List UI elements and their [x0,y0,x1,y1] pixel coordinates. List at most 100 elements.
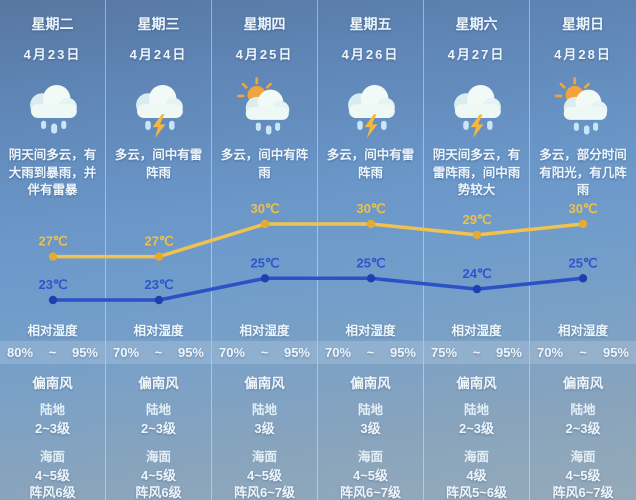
humidity-range: 70% ~ 95% [530,340,636,365]
sea-wind-level: 4~5级 [565,468,601,484]
gust-level: 阵风5~6级 [445,485,508,500]
humidity-min: 75% [431,344,458,360]
date-label: 4月25日 [235,47,294,63]
chart-zone [424,202,529,319]
land-wind-level: 2~3级 [458,421,495,437]
day-column-thu: 星期四 4月25日 多云，间中有阵雨 相对湿度 70% ~ 95% 偏南风 陆地… [212,0,318,500]
day-name: 星期四 [243,15,286,32]
sea-label: 海面 [39,450,65,465]
sea-label: 海面 [570,450,596,465]
sea-wind-level: 4~5级 [34,468,71,484]
rain-cloud-icon [20,69,86,145]
land-label: 陆地 [39,403,65,418]
humidity-min: 70% [325,344,352,360]
gust-level: 阵风6级 [135,485,182,500]
humidity-min: 80% [7,344,34,360]
chart-zone [0,202,105,319]
sea-label: 海面 [251,450,277,465]
land-label: 陆地 [570,403,596,418]
wind-section: 偏南风 陆地 2~3级 海面 4~5级 阵风6~7级 [530,364,636,500]
wind-direction: 偏南风 [562,376,604,392]
weather-description: 阴天间多云，有雷阵雨，间中雨势较大 [432,147,521,198]
land-label: 陆地 [357,403,383,418]
day-column-wed: 星期三 4月24日 多云，间中有雷阵雨 相对湿度 70% ~ 95% 偏南风 陆… [106,0,212,500]
day-name: 星期日 [562,15,604,32]
gust-level: 阵风6~7级 [552,485,614,500]
chart-zone [530,202,636,319]
humidity-range: 75% ~ 95% [424,340,529,365]
wind-section: 偏南风 陆地 2~3级 海面 4~5级 阵风6级 [106,364,211,500]
weather-description: 多云，间中有阵雨 [220,147,309,180]
gust-level: 阵风6~7级 [233,485,296,500]
humidity-tilde: ~ [579,344,587,360]
wind-direction: 偏南风 [350,376,391,392]
humidity-max: 95% [71,344,98,360]
humidity-max: 95% [602,344,629,360]
humidity-tilde: ~ [472,344,481,360]
humidity-label: 相对湿度 [133,324,184,339]
sea-wind-level: 4~5级 [352,468,389,484]
day-name: 星期二 [31,15,74,32]
wind-direction: 偏南风 [244,376,285,392]
wind-section: 偏南风 陆地 2~3级 海面 4级 阵风5~6级 [424,364,529,500]
land-label: 陆地 [145,403,171,418]
day-name: 星期六 [455,15,498,32]
sea-label: 海面 [357,450,383,465]
date-label: 4月27日 [447,47,506,63]
humidity-tilde: ~ [154,344,163,360]
humidity-range: 70% ~ 95% [318,340,423,365]
humidity-tilde: ~ [260,344,269,360]
humidity-label: 相对湿度 [557,324,608,339]
day-name: 星期三 [137,15,180,32]
humidity-max: 95% [283,344,310,360]
sea-wind-level: 4级 [466,468,487,484]
humidity-min: 70% [219,344,246,360]
sun-rain-cloud-icon [232,69,298,145]
weather-description: 多云，间中有雷阵雨 [114,147,203,180]
day-column-sat: 星期六 4月27日 阴天间多云，有雷阵雨，间中雨势较大 相对湿度 75% ~ 9… [424,0,530,500]
humidity-range: 70% ~ 95% [106,340,211,365]
sun-rain-cloud-icon [550,69,616,145]
humidity-tilde: ~ [48,344,57,360]
weather-description: 多云，间中有雷阵雨 [326,147,415,180]
humidity-min: 70% [537,344,564,360]
chart-zone [318,202,423,319]
humidity-max: 95% [389,344,416,360]
humidity-min: 70% [113,344,140,360]
land-label: 陆地 [463,403,489,418]
date-label: 4月26日 [341,47,400,63]
wind-direction: 偏南风 [32,376,73,392]
wind-direction: 偏南风 [456,376,497,392]
date-label: 4月23日 [23,47,82,63]
day-name: 星期五 [349,15,392,32]
thunder-rain-cloud-icon [444,69,510,145]
humidity-max: 95% [495,344,522,360]
gust-level: 阵风6级 [29,485,76,500]
humidity-label: 相对湿度 [345,324,396,339]
land-wind-level: 2~3级 [34,421,71,437]
day-column-tue: 星期二 4月23日 阴天间多云，有大雨到暴雨，并伴有雷暴 相对湿度 80% ~ … [0,0,106,500]
weather-description: 多云，部分时间有阳光，有几阵雨 [539,147,627,198]
chart-zone [106,202,211,319]
humidity-tilde: ~ [366,344,375,360]
land-label: 陆地 [251,403,277,418]
wind-section: 偏南风 陆地 3级 海面 4~5级 阵风6~7级 [318,364,423,500]
humidity-label: 相对湿度 [239,324,290,339]
thunder-rain-cloud-icon [338,69,404,145]
day-column-sun: 星期日 4月28日 多云，部分时间有阳光，有几阵雨 相对湿度 70% ~ 95%… [530,0,636,500]
land-wind-level: 2~3级 [565,421,601,437]
weather-description: 阴天间多云，有大雨到暴雨，并伴有雷暴 [8,147,97,198]
humidity-max: 95% [177,344,204,360]
land-wind-level: 2~3级 [140,421,177,437]
thunder-rain-cloud-icon [126,69,192,145]
date-label: 4月24日 [129,47,188,63]
day-column-fri: 星期五 4月26日 多云，间中有雷阵雨 相对湿度 70% ~ 95% 偏南风 陆… [318,0,424,500]
chart-zone [212,202,317,319]
sea-label: 海面 [463,450,489,465]
sea-wind-level: 4~5级 [246,468,283,484]
humidity-range: 80% ~ 95% [0,340,105,365]
land-wind-level: 3级 [360,421,381,437]
humidity-label: 相对湿度 [27,324,78,339]
